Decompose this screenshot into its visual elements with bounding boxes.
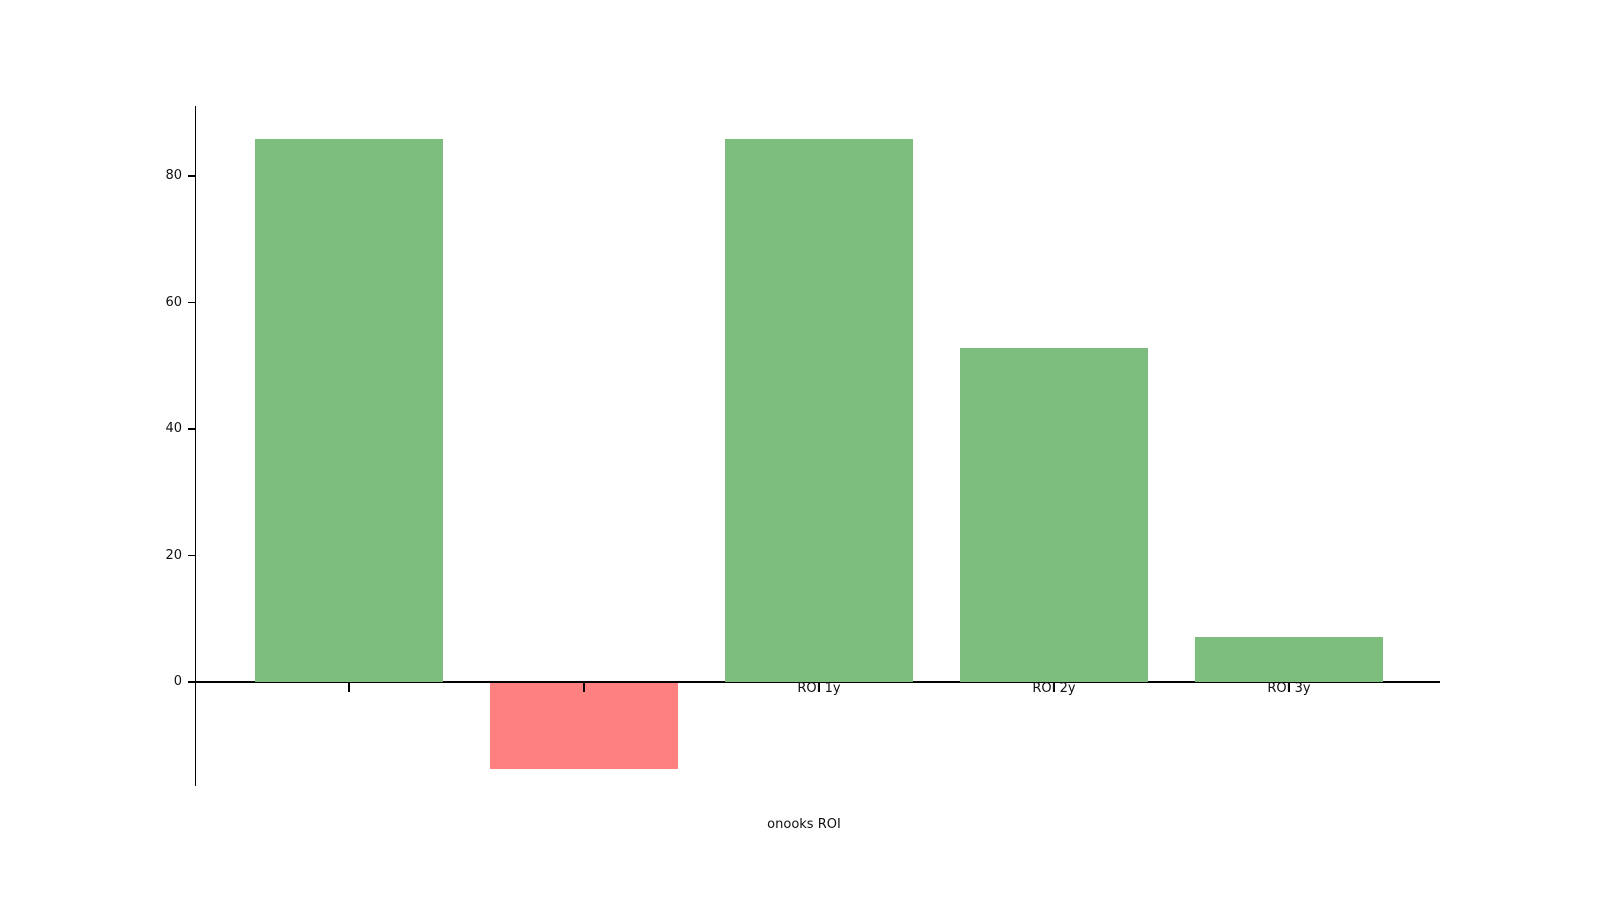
y-tick-mark — [188, 301, 195, 304]
y-tick-mark — [188, 681, 195, 683]
x-tick-label: ROI 2y — [1032, 681, 1076, 696]
x-axis-line — [194, 681, 1440, 683]
y-tick-label: 40 — [165, 421, 182, 436]
y-tick-label: 20 — [165, 547, 182, 563]
bar-1 — [255, 138, 443, 682]
x-tick-mark — [583, 682, 585, 692]
x-tick-mark — [818, 682, 820, 692]
x-tick-label: ROI 1y — [797, 681, 841, 696]
y-tick-label: 80 — [165, 168, 182, 183]
y-tick-mark — [188, 175, 195, 177]
y-tick-mark — [188, 554, 195, 557]
x-tick-mark — [1053, 682, 1055, 692]
bar-roi-1y — [725, 138, 913, 682]
y-tick-label: 60 — [165, 294, 182, 310]
bar-roi-2y — [960, 348, 1148, 682]
y-axis-line — [194, 106, 197, 786]
x-axis-title: onooks ROI — [767, 817, 841, 832]
y-tick-label: 0 — [173, 674, 182, 689]
x-tick-mark — [348, 682, 350, 692]
x-tick-mark — [1288, 682, 1290, 692]
y-tick-mark — [188, 428, 195, 430]
bar-2 — [490, 682, 678, 769]
bar-roi-3y — [1195, 637, 1383, 682]
x-tick-label: ROI 3y — [1267, 681, 1311, 696]
